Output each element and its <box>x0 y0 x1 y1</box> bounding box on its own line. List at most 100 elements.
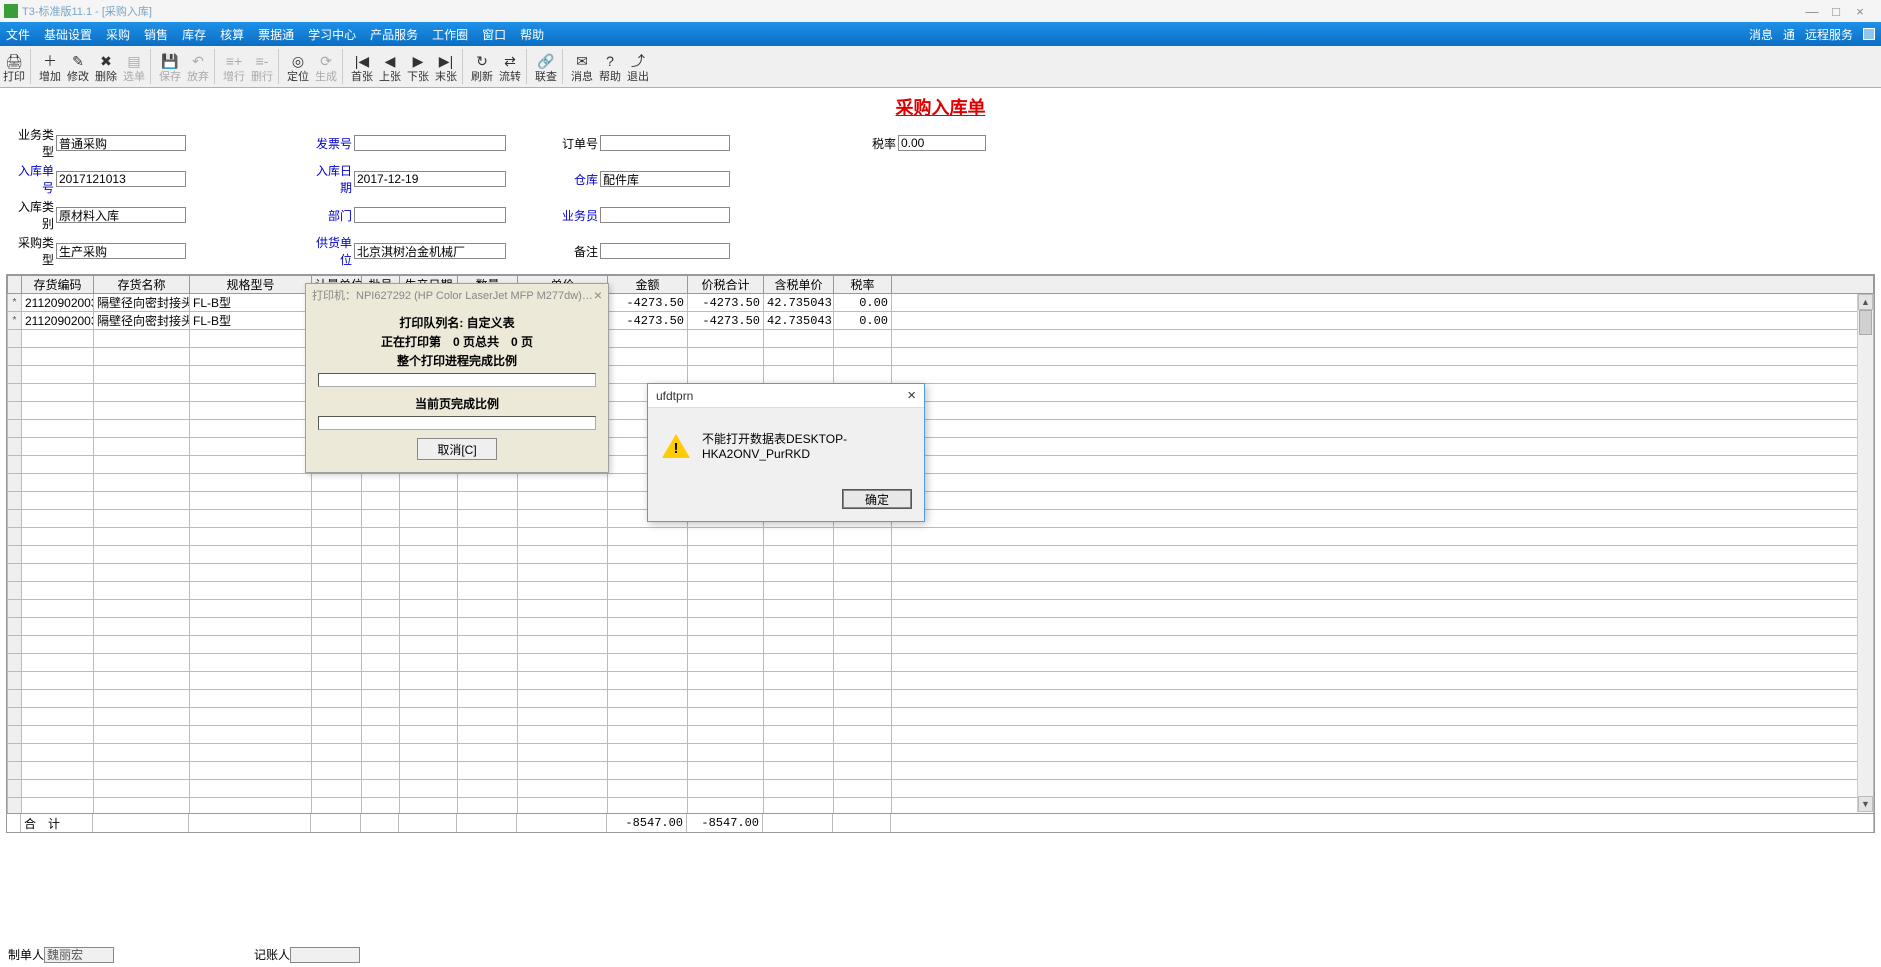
menu-0[interactable]: 文件 <box>6 26 30 43</box>
booker-field <box>290 947 360 963</box>
toolbar-message-button[interactable]: ✉消息 <box>568 46 596 87</box>
menu-6[interactable]: 票据通 <box>258 26 294 43</box>
menu-message[interactable]: 消息 <box>1749 26 1773 43</box>
col-header-1[interactable]: 存货编码 <box>22 276 94 294</box>
field-input-业务员[interactable] <box>600 207 730 223</box>
help-label: 帮助 <box>599 71 621 83</box>
add-row-label: 增行 <box>223 71 245 83</box>
menu-3[interactable]: 销售 <box>144 26 168 43</box>
scroll-up-button[interactable]: ▲ <box>1858 294 1873 310</box>
col-header-11[interactable]: 含税单价 <box>764 276 834 294</box>
document-title-area: 采购入库单 <box>0 94 1881 120</box>
footer: 制单人 记账人 <box>8 946 1873 963</box>
cell-taxprice[interactable]: 42.735043 <box>764 294 834 312</box>
error-ok-button[interactable]: 确定 <box>842 489 912 509</box>
menu-square-icon[interactable] <box>1863 28 1875 40</box>
cell-code[interactable]: 211209020034 <box>22 312 94 330</box>
field-label-入库单号[interactable]: 入库单号 <box>8 162 56 196</box>
toolbar-next-button[interactable]: ▶下张 <box>404 46 432 87</box>
field-input-业务类型[interactable] <box>56 135 186 151</box>
cell-spec[interactable]: FL-B型 <box>190 312 312 330</box>
cell-amount[interactable]: -4273.50 <box>608 294 688 312</box>
toolbar-exit-button[interactable]: ⤴退出 <box>624 46 652 87</box>
table-row[interactable]: *211209020032隔壁径向密封接头进口FL-B型个-100.0042.7… <box>8 294 1874 312</box>
vertical-scrollbar[interactable]: ▲ ▼ <box>1857 294 1873 812</box>
col-header-10[interactable]: 价税合计 <box>688 276 764 294</box>
field-label-入库日期[interactable]: 入库日期 <box>306 162 354 196</box>
empty-row <box>8 510 1874 528</box>
menu-1[interactable]: 基础设置 <box>44 26 92 43</box>
close-button[interactable]: × <box>1849 4 1871 19</box>
field-label-业务员[interactable]: 业务员 <box>552 207 600 224</box>
scroll-down-button[interactable]: ▼ <box>1858 796 1873 812</box>
menu-2[interactable]: 采购 <box>106 26 130 43</box>
menu-4[interactable]: 库存 <box>182 26 206 43</box>
cell-name[interactable]: 隔壁径向密封接头出口 <box>94 312 190 330</box>
print-cancel-button[interactable]: 取消[C] <box>417 438 497 460</box>
col-header-3[interactable]: 规格型号 <box>190 276 312 294</box>
select-bill-icon: ▤ <box>125 52 143 70</box>
cell-rate[interactable]: 0.00 <box>834 294 892 312</box>
scroll-thumb[interactable] <box>1859 310 1872 335</box>
maximize-button[interactable]: □ <box>1825 4 1847 19</box>
field-label-仓库[interactable]: 仓库 <box>552 171 600 188</box>
field-label-供货单位[interactable]: 供货单位 <box>306 234 354 268</box>
error-dialog-titlebar[interactable]: ufdtprn × <box>648 384 924 408</box>
field-input-税率[interactable] <box>898 135 986 151</box>
field-input-订单号[interactable] <box>600 135 730 151</box>
cell-rate[interactable]: 0.00 <box>834 312 892 330</box>
table-row[interactable]: *211209020034隔壁径向密封接头出口FL-B型个-100.0042.7… <box>8 312 1874 330</box>
field-input-入库类别[interactable] <box>56 207 186 223</box>
toolbar-print-button[interactable]: 🖨打印 <box>0 46 28 87</box>
field-label-部门[interactable]: 部门 <box>306 207 354 224</box>
field-input-发票号[interactable] <box>354 135 506 151</box>
field-input-部门[interactable] <box>354 207 506 223</box>
app-icon <box>4 4 18 18</box>
toolbar-add-button[interactable]: ＋增加 <box>36 46 64 87</box>
cell-taxtotal[interactable]: -4273.50 <box>688 312 764 330</box>
menu-5[interactable]: 核算 <box>220 26 244 43</box>
cell-name[interactable]: 隔壁径向密封接头进口 <box>94 294 190 312</box>
toolbar-edit-button[interactable]: ✎修改 <box>64 46 92 87</box>
print-dialog-titlebar[interactable]: 打印机：NPI627292 (HP Color LaserJet MFP M27… <box>306 284 608 306</box>
field-label-发票号[interactable]: 发票号 <box>306 135 354 152</box>
delete-label: 删除 <box>95 71 117 83</box>
col-header-12[interactable]: 税率 <box>834 276 892 294</box>
toolbar-flow-button[interactable]: ⇄流转 <box>496 46 524 87</box>
toolbar-prev-button[interactable]: ◀上张 <box>376 46 404 87</box>
toolbar-help-button[interactable]: ?帮助 <box>596 46 624 87</box>
minimize-button[interactable]: — <box>1801 4 1823 19</box>
menu-11[interactable]: 帮助 <box>520 26 544 43</box>
menu-7[interactable]: 学习中心 <box>308 26 356 43</box>
cell-rest <box>892 312 1874 330</box>
field-input-采购类型[interactable] <box>56 243 186 259</box>
print-dialog-close-icon[interactable]: × <box>594 287 602 303</box>
field-input-仓库[interactable] <box>600 171 730 187</box>
toolbar-refresh-button[interactable]: ↻刷新 <box>468 46 496 87</box>
cell-amount[interactable]: -4273.50 <box>608 312 688 330</box>
col-header-9[interactable]: 金额 <box>608 276 688 294</box>
col-header-0[interactable] <box>8 276 22 294</box>
empty-row <box>8 492 1874 510</box>
cell-taxtotal[interactable]: -4273.50 <box>688 294 764 312</box>
field-input-入库日期[interactable] <box>354 171 506 187</box>
menu-remote[interactable]: 远程服务 <box>1805 26 1853 43</box>
toolbar-locate-button[interactable]: ◎定位 <box>284 46 312 87</box>
col-header-2[interactable]: 存货名称 <box>94 276 190 294</box>
cell-taxprice[interactable]: 42.735043 <box>764 312 834 330</box>
menu-9[interactable]: 工作圈 <box>432 26 468 43</box>
menu-8[interactable]: 产品服务 <box>370 26 418 43</box>
toolbar-last-button[interactable]: ▶|末张 <box>432 46 460 87</box>
menu-10[interactable]: 窗口 <box>482 26 506 43</box>
error-dialog-close-icon[interactable]: × <box>907 387 916 404</box>
cell-spec[interactable]: FL-B型 <box>190 294 312 312</box>
menu-tong[interactable]: 通 <box>1783 26 1795 43</box>
data-grid[interactable]: 存货编码存货名称规格型号计量单位批号生产日期数量单价金额价税合计含税单价税率*2… <box>7 275 1874 814</box>
cell-code[interactable]: 211209020032 <box>22 294 94 312</box>
field-input-供货单位[interactable] <box>354 243 506 259</box>
field-input-备注[interactable] <box>600 243 730 259</box>
field-input-入库单号[interactable] <box>56 171 186 187</box>
toolbar-first-button[interactable]: |◀首张 <box>348 46 376 87</box>
toolbar-link-query-button[interactable]: 🔗联查 <box>532 46 560 87</box>
toolbar-delete-button[interactable]: ✖删除 <box>92 46 120 87</box>
